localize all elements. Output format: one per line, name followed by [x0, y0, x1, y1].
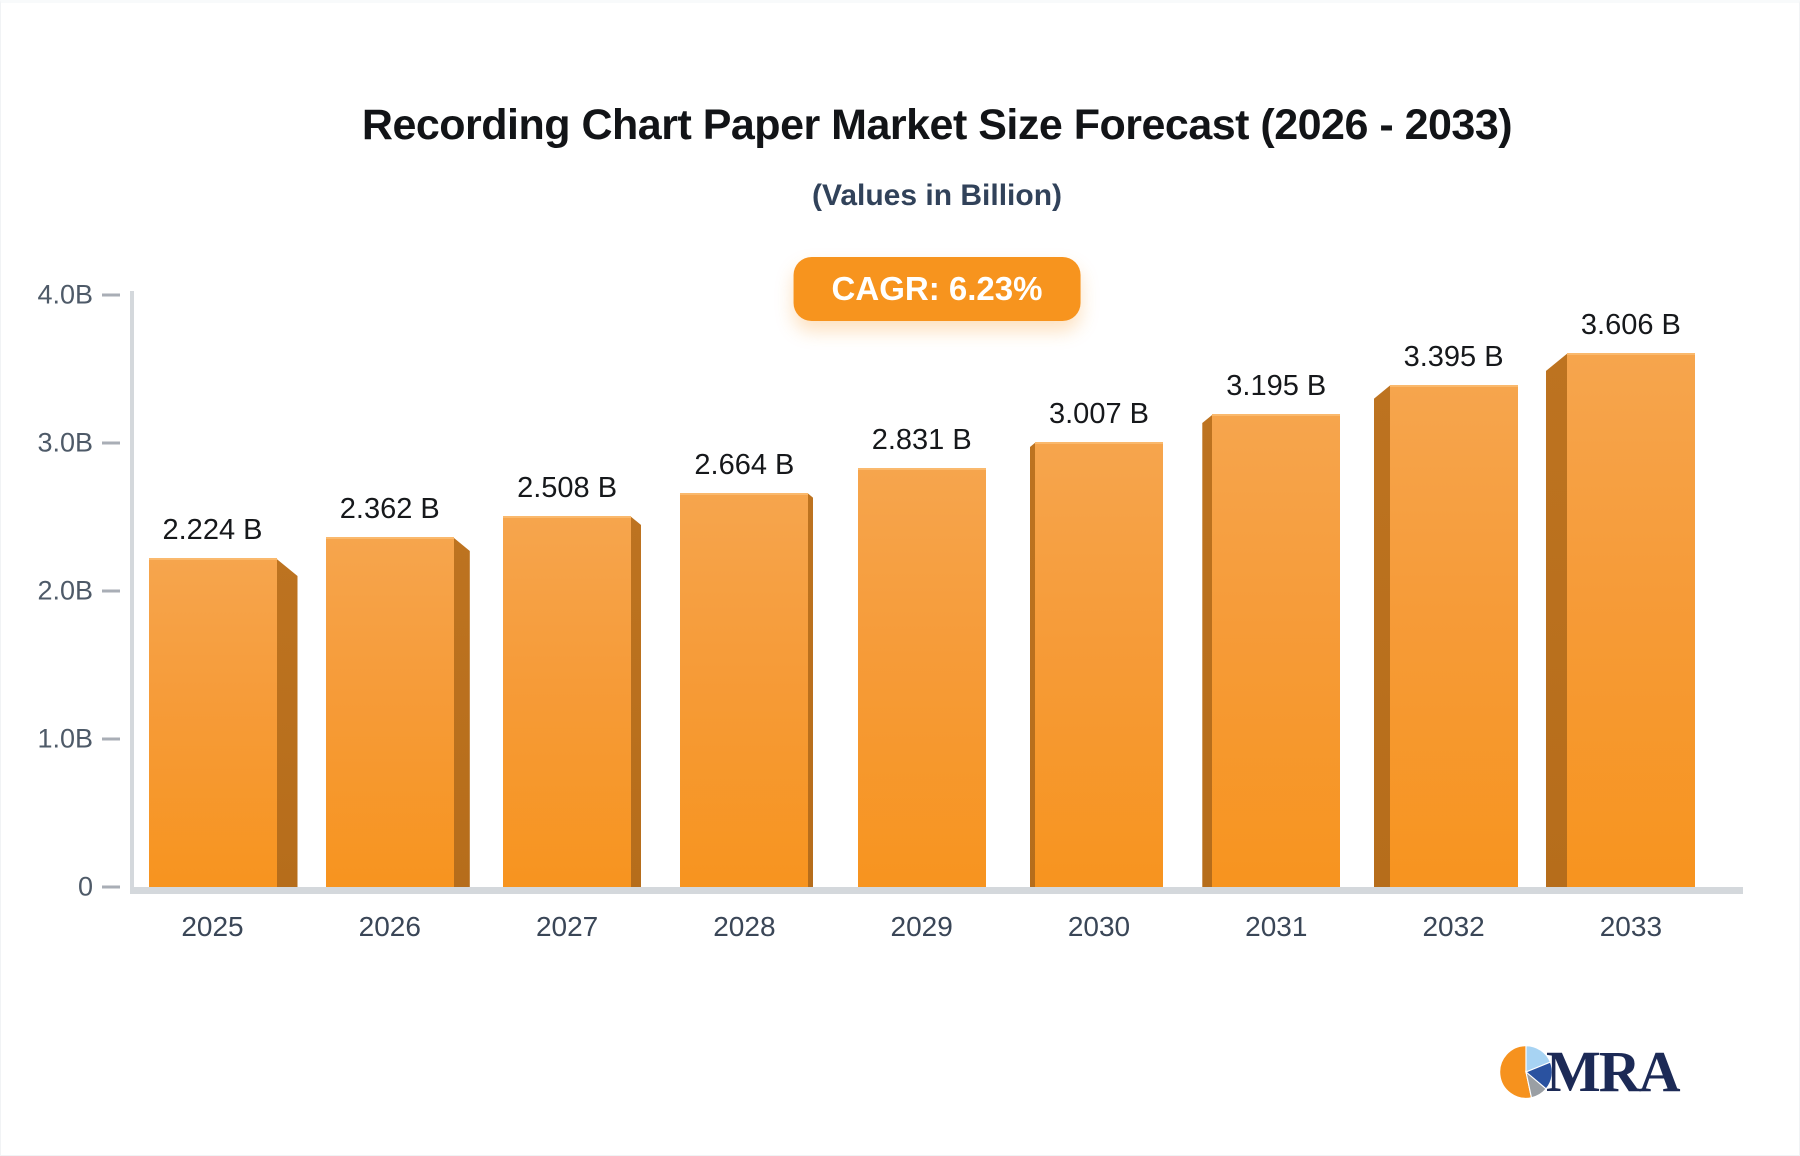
bar-3d-side	[1373, 385, 1391, 887]
bar-2025	[148, 558, 277, 887]
x-axis-label: 2025	[181, 911, 244, 942]
bar-value-label: 2.508 B	[517, 472, 618, 504]
bar-3d-side	[275, 558, 298, 887]
bar-3d-side	[1545, 353, 1568, 887]
bar-value-label: 3.007 B	[1049, 398, 1149, 430]
bar-value-label: 3.606 B	[1580, 309, 1681, 341]
bar-2027	[503, 516, 632, 887]
bar-2029	[857, 468, 986, 887]
y-axis-label: 0	[77, 871, 93, 902]
x-axis-label: 2031	[1245, 911, 1308, 942]
cagr-badge: CAGR: 6.23%	[793, 257, 1081, 321]
bar-2033	[1566, 353, 1695, 887]
bar-2026	[325, 537, 454, 887]
bar-value-label: 2.362 B	[339, 493, 440, 525]
y-axis-tick	[102, 737, 120, 741]
bar-value-label: 3.195 B	[1226, 370, 1327, 402]
bar-3d-side	[1202, 414, 1214, 887]
y-axis-label: 1.0B	[37, 723, 93, 754]
x-axis-label: 2027	[535, 911, 599, 942]
bar-3d-side	[1030, 442, 1036, 887]
bar-value-label: 3.395 B	[1403, 341, 1504, 373]
x-axis-label: 2029	[890, 911, 953, 942]
bar-2030	[1035, 442, 1163, 887]
y-axis-tick	[102, 293, 120, 297]
x-axis-baseline	[130, 887, 1743, 894]
bar-3d-side	[452, 537, 470, 887]
x-axis-label: 2028	[713, 911, 776, 942]
y-axis-label: 2.0B	[37, 575, 93, 606]
bar-value-label: 2.831 B	[871, 424, 972, 456]
x-axis-label: 2030	[1067, 911, 1131, 942]
chart-subtitle: (Values in Billion)	[811, 179, 1063, 212]
y-axis-tick	[102, 589, 120, 593]
y-axis-tick	[102, 885, 120, 889]
brand-logo-text: MRA	[1546, 1039, 1681, 1104]
y-axis-line	[130, 291, 134, 894]
bar-2031	[1212, 414, 1341, 887]
x-axis-label: 2033	[1599, 911, 1663, 942]
brand-logo: MRA	[1498, 1039, 1681, 1104]
y-axis-label: 3.0B	[37, 427, 93, 458]
y-axis-tick	[102, 441, 120, 445]
x-axis-label: 2026	[358, 911, 421, 942]
pie-chart-logo-icon	[1499, 1045, 1553, 1099]
bar-2028	[680, 493, 809, 887]
chart-title: Recording Chart Paper Market Size Foreca…	[361, 101, 1513, 149]
bar-value-label: 2.224 B	[162, 514, 263, 546]
bar-2032	[1389, 385, 1518, 887]
bar-3d-side	[630, 516, 642, 887]
x-axis-label: 2032	[1422, 911, 1485, 942]
bar-value-label: 2.664 B	[694, 449, 795, 481]
bar-3d-side	[807, 493, 814, 887]
y-axis-label: 4.0B	[37, 279, 93, 310]
